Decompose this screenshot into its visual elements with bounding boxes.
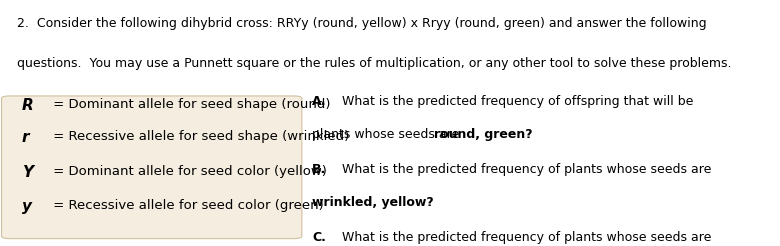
Text: = Dominant allele for seed color (yellow): = Dominant allele for seed color (yellow…: [49, 165, 327, 178]
Text: What is the predicted frequency of offspring that will be: What is the predicted frequency of offsp…: [342, 95, 693, 108]
Text: r: r: [22, 130, 30, 145]
Text: Y: Y: [22, 165, 33, 180]
Text: What is the predicted frequency of plants whose seeds are: What is the predicted frequency of plant…: [342, 163, 711, 176]
Text: plants whose seeds are: plants whose seeds are: [312, 128, 463, 141]
Text: = Recessive allele for seed shape (wrinkled): = Recessive allele for seed shape (wrink…: [49, 130, 349, 143]
Text: round, green?: round, green?: [434, 128, 533, 141]
Text: B.: B.: [312, 163, 326, 176]
Text: y: y: [22, 199, 32, 214]
Text: 2.  Consider the following dihybrid cross: RRYy (round, yellow) x Rryy (round, g: 2. Consider the following dihybrid cross…: [17, 17, 707, 30]
Text: R: R: [22, 98, 34, 113]
Text: C.: C.: [312, 231, 326, 244]
Text: questions.  You may use a Punnett square or the rules of multiplication, or any : questions. You may use a Punnett square …: [17, 57, 732, 70]
Text: = Dominant allele for seed shape (round): = Dominant allele for seed shape (round): [49, 98, 331, 111]
Text: What is the predicted frequency of plants whose seeds are: What is the predicted frequency of plant…: [342, 231, 711, 244]
FancyBboxPatch shape: [2, 96, 302, 239]
Text: = Recessive allele for seed color (green): = Recessive allele for seed color (green…: [49, 199, 324, 212]
Text: wrinkled, yellow?: wrinkled, yellow?: [312, 196, 434, 209]
Text: A.: A.: [312, 95, 327, 108]
